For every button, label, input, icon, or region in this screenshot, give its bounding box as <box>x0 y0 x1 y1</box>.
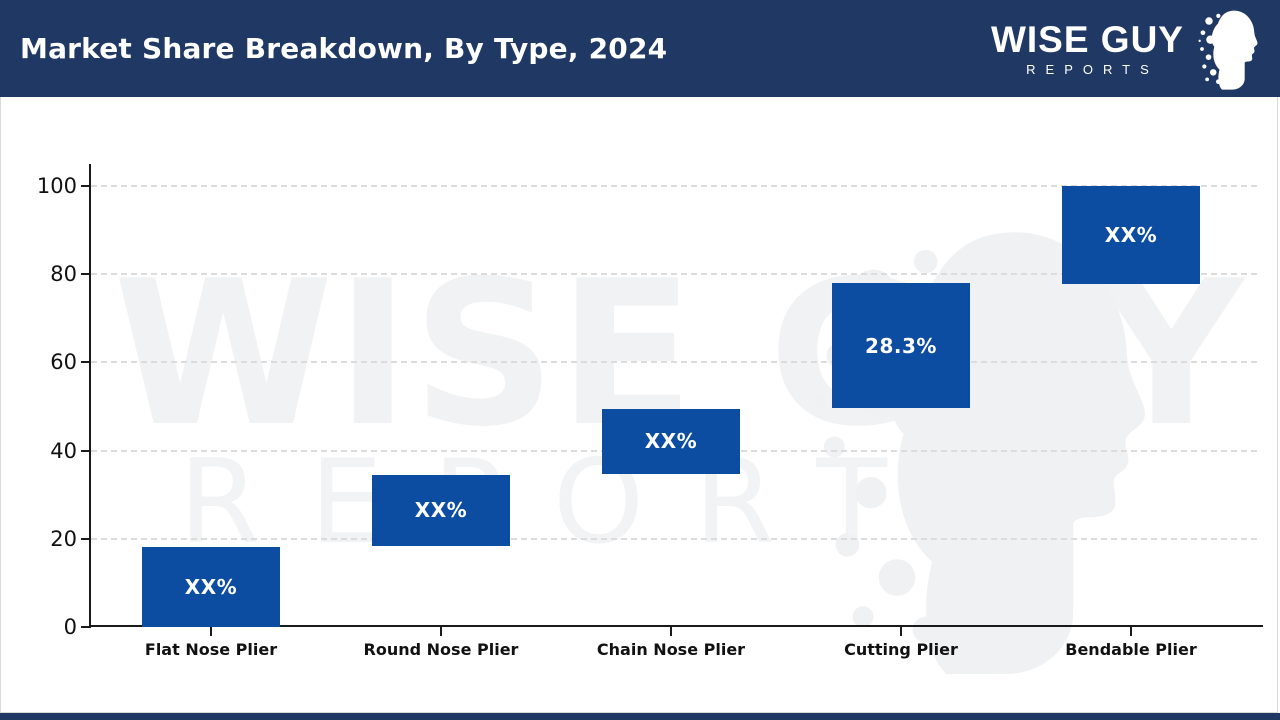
bar-segment: 28.3% <box>832 283 970 409</box>
y-axis-tick <box>81 185 91 187</box>
x-category-label: Round Nose Plier <box>363 640 519 659</box>
bar-segment: XX% <box>372 474 510 546</box>
y-tick-label: 80 <box>50 262 77 287</box>
x-category-label: Flat Nose Plier <box>144 640 278 659</box>
x-axis-tick <box>670 627 672 636</box>
x-category-label: Chain Nose Plier <box>596 640 746 659</box>
y-axis-tick <box>81 537 91 540</box>
x-axis-tick <box>440 627 442 636</box>
y-tick-label: 100 <box>36 174 77 198</box>
bar-value-label: 28.3% <box>865 333 937 358</box>
x-axis-tick <box>1130 627 1132 636</box>
y-axis-tick <box>81 449 91 452</box>
brand-subtitle-text: REPORTS <box>1026 62 1159 77</box>
brand-logo: WISE GUY REPORTS <box>991 7 1266 91</box>
x-category-label: Bendable Plier <box>1065 640 1197 659</box>
footer-strip <box>0 713 1280 720</box>
y-axis-tick <box>81 361 91 364</box>
x-axis-spine <box>89 625 1263 627</box>
wise-guy-face-icon <box>1198 10 1258 90</box>
x-axis-tick <box>210 627 212 636</box>
bar-value-label: XX% <box>1104 223 1158 248</box>
y-axis-tick <box>81 626 91 628</box>
header-bar: Market Share Breakdown, By Type, 2024 WI… <box>0 0 1280 97</box>
bar-segment: XX% <box>142 547 280 627</box>
y-tick-label: 40 <box>50 438 77 463</box>
brand-name-text: WISE GUY <box>990 19 1184 60</box>
chart-area: WISE GUY REPORTS 0 20 40 60 80 100 XX% Flat Nos… <box>0 97 1278 713</box>
y-tick-label: 0 <box>63 615 77 639</box>
y-tick-label: 20 <box>50 526 77 551</box>
y-axis-tick <box>81 273 91 276</box>
bar-segment: XX% <box>1062 186 1200 285</box>
bar-value-label: XX% <box>644 429 698 454</box>
bar-value-label: XX% <box>184 575 238 600</box>
gridline <box>91 361 1257 364</box>
x-category-label: Cutting Plier <box>844 640 958 659</box>
brand-wordmark: WISE GUY REPORTS <box>991 21 1184 76</box>
y-axis-spine <box>89 164 91 627</box>
gridline <box>91 185 1257 187</box>
bar-segment: XX% <box>602 409 740 474</box>
page-title: Market Share Breakdown, By Type, 2024 <box>20 32 668 65</box>
plot-region: 0 20 40 60 80 100 XX% Flat Nose Plier XX% Round N… <box>37 150 1263 659</box>
bar-value-label: XX% <box>414 498 468 523</box>
gridline <box>91 273 1257 276</box>
y-tick-label: 60 <box>50 350 77 375</box>
x-axis-tick <box>900 627 902 636</box>
gridline <box>91 537 1257 540</box>
